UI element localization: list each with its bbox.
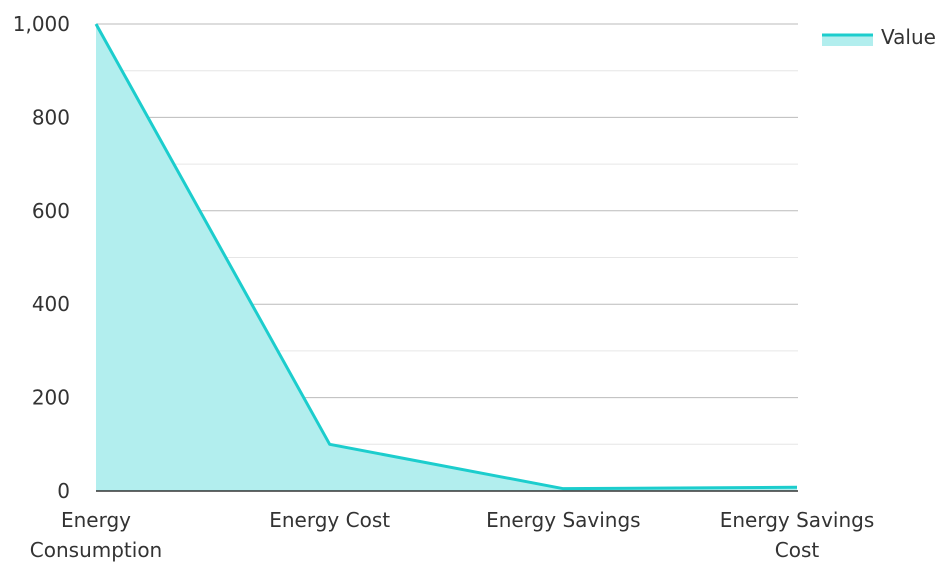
y-tick-label: 0 <box>57 479 70 503</box>
x-tick-label: Energy Consumption <box>30 508 162 562</box>
y-axis: 0 200 400 600 800 1,000 <box>13 12 70 503</box>
series-line-0 <box>94 23 798 491</box>
data-point[interactable] <box>557 483 569 495</box>
x-tick-label: Energy Savings <box>486 508 641 532</box>
x-tick-label: Energy Cost <box>269 508 390 532</box>
legend-label: Value <box>881 25 936 49</box>
data-point[interactable] <box>324 438 336 450</box>
legend-swatch-fill <box>822 35 873 46</box>
x-axis: Energy Consumption Energy Cost Energy Savin… <box>30 508 874 562</box>
data-point[interactable] <box>90 18 102 30</box>
area-layer <box>90 18 798 495</box>
y-tick-label: 200 <box>32 386 70 410</box>
y-tick-label: 1,000 <box>13 12 70 36</box>
y-tick-label: 400 <box>32 292 70 316</box>
legend[interactable]: Value <box>822 25 936 49</box>
y-tick-label: 600 <box>32 199 70 223</box>
y-tick-label: 800 <box>32 105 70 129</box>
series-area-0 <box>96 24 797 491</box>
x-tick-label: Energy Savings Cost <box>720 508 875 562</box>
